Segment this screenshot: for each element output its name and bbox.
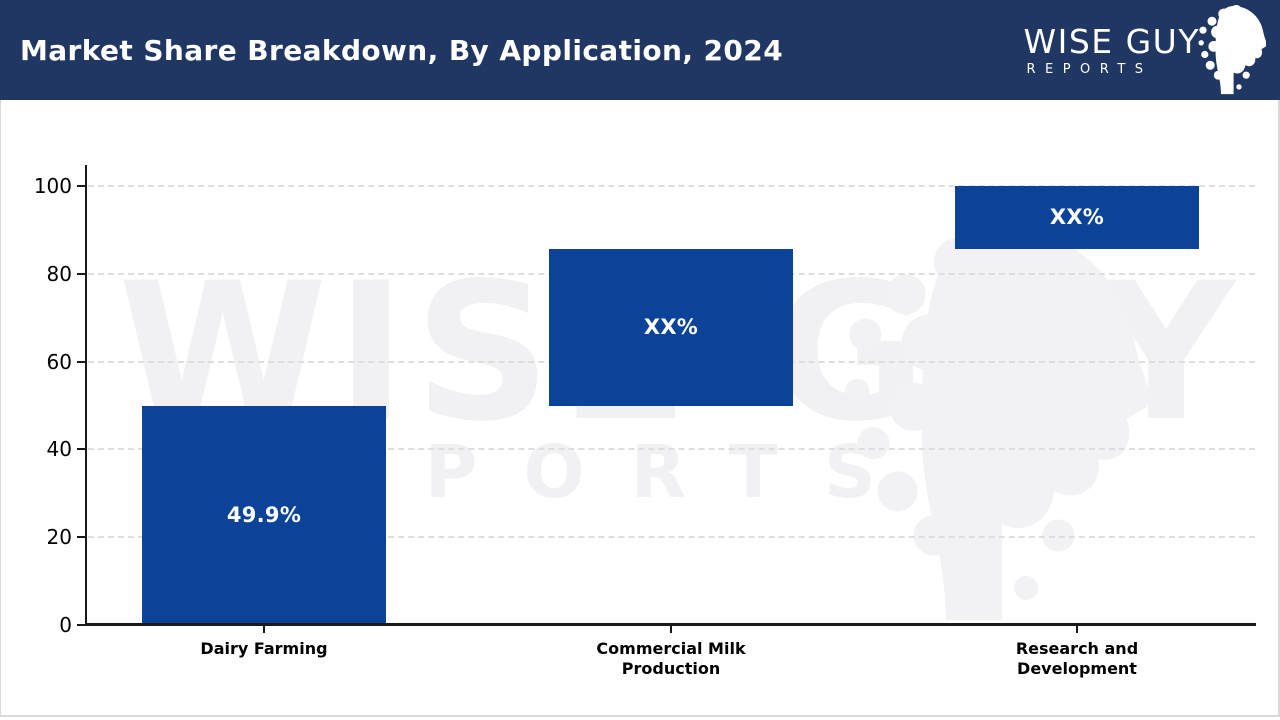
y-tick-label: 40 <box>46 437 72 462</box>
header-bar: Market Share Breakdown, By Application, … <box>0 0 1280 100</box>
brand-logo: WISE GUY REPORTS <box>1023 5 1266 95</box>
watermark-head-profile-icon <box>845 222 1150 620</box>
head-profile-logo-icon <box>1198 5 1266 95</box>
y-tick-label: 100 <box>33 174 72 198</box>
bar-value-label: 49.9% <box>226 503 302 528</box>
category-label: Commercial Milk Production <box>596 639 746 678</box>
x-axis-line <box>85 623 1256 626</box>
brand-logo-text: WISE GUY REPORTS <box>1023 25 1200 76</box>
brand-name: WISE GUY <box>1023 21 1200 61</box>
bar-1: 49.9% <box>142 405 386 625</box>
y-tick-mark <box>77 536 85 539</box>
y-gridline <box>88 536 1255 539</box>
y-tick-label: 20 <box>46 525 72 550</box>
y-gridline <box>88 185 1255 187</box>
y-tick-mark <box>77 360 85 363</box>
bar-2: XX% <box>549 248 793 406</box>
brand-subtitle: REPORTS <box>1026 61 1153 77</box>
page-title: Market Share Breakdown, By Application, … <box>20 33 784 67</box>
y-tick-label: 80 <box>46 261 72 286</box>
bar-value-label: XX% <box>643 315 699 340</box>
y-tick-mark <box>77 448 85 451</box>
y-tick-mark <box>77 272 85 275</box>
bar-3: XX% <box>955 186 1199 249</box>
y-tick-mark <box>77 624 85 626</box>
x-tick-mark <box>670 626 672 633</box>
x-tick-mark <box>263 626 265 633</box>
category-label: Dairy Farming <box>200 639 328 658</box>
y-gridline <box>88 448 1255 451</box>
category-label: Research and Development <box>1015 639 1139 678</box>
y-tick-label: 0 <box>59 613 72 637</box>
y-axis-line <box>85 165 87 626</box>
y-tick-mark <box>77 185 85 187</box>
bar-value-label: XX% <box>1049 205 1105 230</box>
y-tick-label: 60 <box>46 349 72 374</box>
x-tick-mark <box>1076 626 1078 633</box>
